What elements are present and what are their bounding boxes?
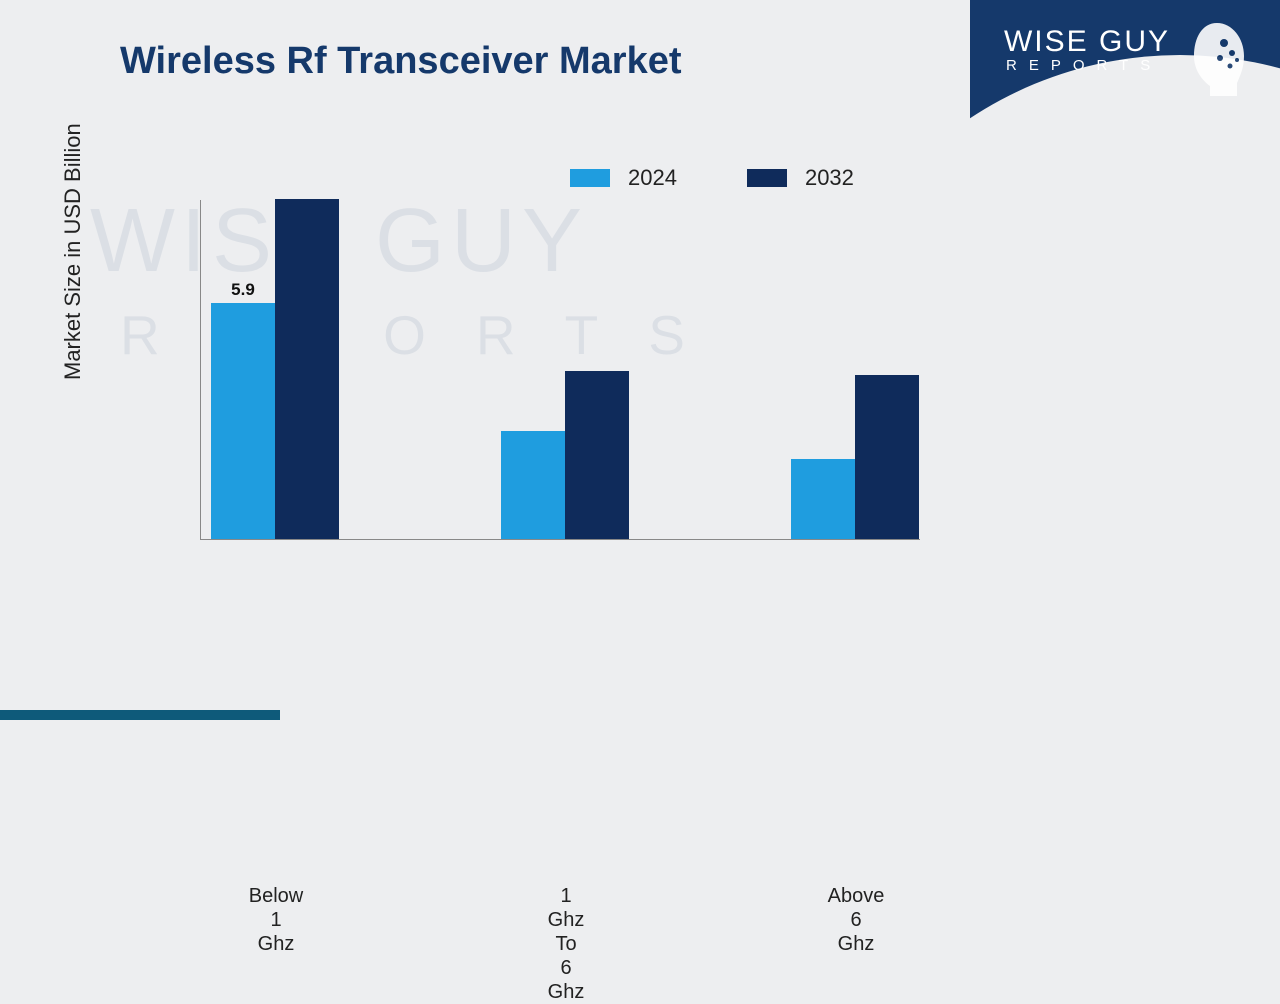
- bar-2032: [565, 371, 629, 539]
- bar-value-label: 5.9: [211, 280, 275, 300]
- legend: 2024 2032: [570, 165, 854, 191]
- brand-logo: WISE GUY REPORTS: [1004, 25, 1170, 74]
- x-axis-label: Above6Ghz: [791, 884, 921, 956]
- legend-swatch-2024: [570, 169, 610, 187]
- logo-head-icon: [1182, 18, 1252, 98]
- bar-chart: 5.9 Below1Ghz 1GhzTo6Ghz Above6Ghz: [200, 200, 920, 540]
- y-axis-label: Market Size in USD Billion: [60, 123, 86, 380]
- bar-2024: [211, 303, 275, 539]
- x-axis-label: Below1Ghz: [211, 884, 341, 956]
- bar-2032: [855, 375, 919, 539]
- legend-item-2032: 2032: [747, 165, 854, 191]
- bar-2024: [791, 459, 855, 539]
- legend-item-2024: 2024: [570, 165, 677, 191]
- chart-title: Wireless Rf Transceiver Market: [120, 40, 682, 83]
- bar-2032: [275, 199, 339, 539]
- legend-swatch-2032: [747, 169, 787, 187]
- x-axis-label: 1GhzTo6Ghz: [501, 884, 631, 1004]
- bar-2024: [501, 431, 565, 539]
- decorative-bottom-bar: [0, 710, 280, 720]
- legend-label-2032: 2032: [805, 165, 854, 191]
- brand-line2: REPORTS: [1004, 57, 1170, 74]
- brand-line1: WISE GUY: [1004, 25, 1170, 59]
- legend-label-2024: 2024: [628, 165, 677, 191]
